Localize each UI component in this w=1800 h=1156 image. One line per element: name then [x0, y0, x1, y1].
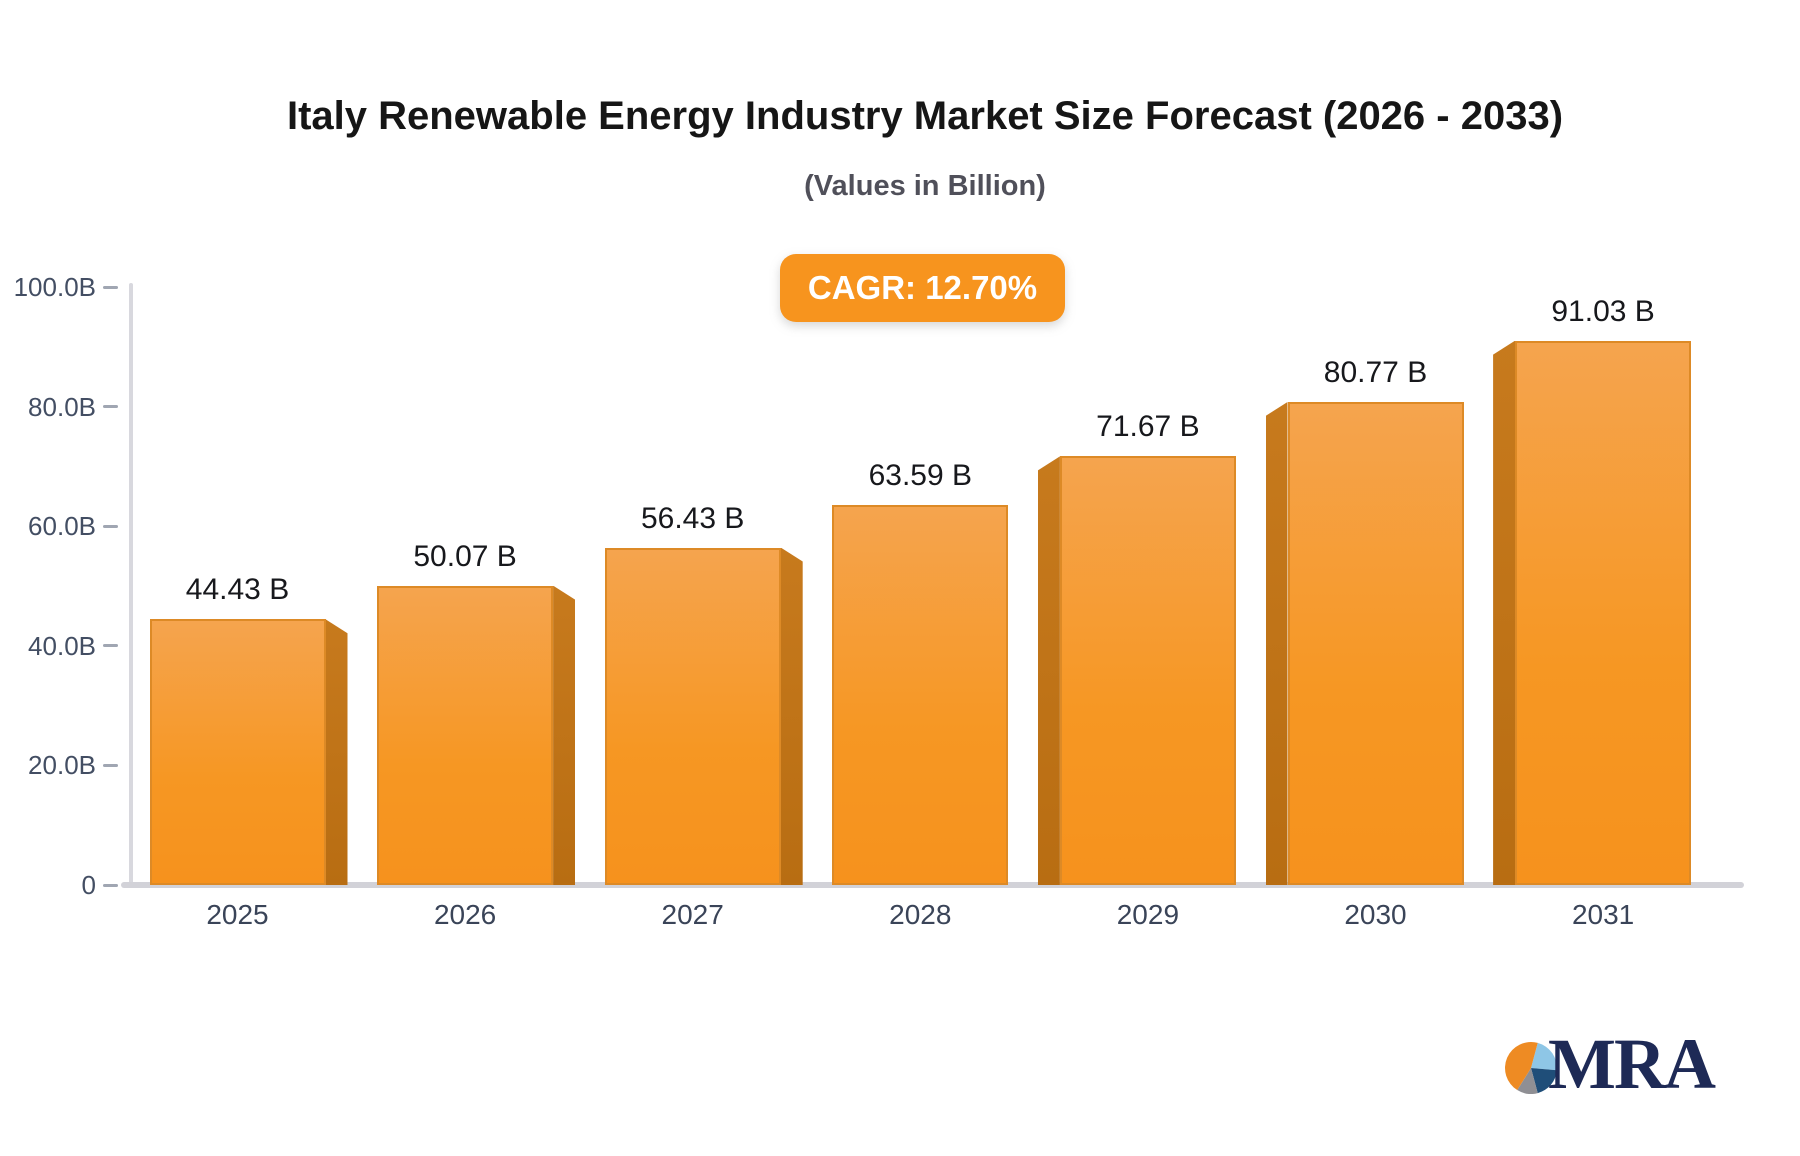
mra-logo: MRA: [1505, 1028, 1765, 1138]
bar-value-label: 71.67 B: [1096, 410, 1200, 444]
bar-side-face: [1493, 340, 1516, 885]
x-axis-label: 2026: [433, 899, 497, 930]
y-axis-tick: [103, 405, 118, 409]
x-axis-label: 2030: [1344, 899, 1407, 930]
y-axis-tick-label: 20.0B: [28, 750, 96, 781]
y-axis-tick-label: 60.0B: [28, 511, 96, 542]
y-axis-tick-label: 80.0B: [28, 391, 96, 422]
y-axis-line: [129, 283, 133, 888]
bar-value-label: 44.43 B: [185, 573, 290, 607]
bar: [377, 585, 554, 885]
bar: [149, 619, 326, 885]
x-axis-label: 2031: [1571, 899, 1635, 930]
x-axis-baseline: [121, 882, 1744, 888]
bar-value-label: 80.77 B: [1323, 355, 1428, 389]
logo-slice-navy: [1531, 1068, 1557, 1094]
bar-value-label: 50.07 B: [413, 539, 517, 573]
x-axis-label: 2029: [1116, 899, 1180, 930]
y-axis-tick-label: 100.0B: [13, 272, 96, 302]
logo-pie-icon: [1505, 1042, 1557, 1094]
logo-slice-gray: [1517, 1068, 1538, 1094]
bar-value-label: 56.43 B: [640, 501, 745, 535]
y-axis-tick: [103, 285, 118, 289]
x-axis-label: 2028: [889, 899, 952, 930]
logo-slice-orange: [1505, 1042, 1538, 1091]
x-axis-label: 2025: [206, 899, 269, 930]
x-axis-label: 2027: [661, 899, 724, 930]
bar-value-label: 63.59 B: [868, 458, 972, 492]
y-axis-tick: [103, 524, 118, 528]
y-axis-tick: [103, 763, 118, 767]
bar: [604, 547, 781, 885]
y-axis-tick: [103, 644, 118, 648]
bar-value-label: 91.03 B: [1551, 294, 1655, 328]
bar: [832, 504, 1009, 885]
y-axis-tick: [103, 883, 118, 887]
bar-side-face: [1037, 456, 1060, 885]
y-axis-tick-label: 40.0B: [28, 630, 96, 661]
bar-side-face: [553, 585, 576, 885]
bar-side-face: [780, 547, 803, 885]
chart-title: Italy Renewable Energy Industry Market S…: [286, 94, 1564, 138]
logo-wordmark: MRA: [1548, 1024, 1716, 1104]
logo-slice-lightblue: [1531, 1042, 1557, 1071]
bar: [1059, 456, 1236, 885]
bar: [1515, 340, 1692, 885]
bar-side-face: [325, 619, 348, 885]
bar-side-face: [1265, 401, 1288, 885]
chart-subtitle: (Values in Billion): [804, 170, 1046, 202]
y-axis-tick-label: 0: [81, 870, 96, 900]
bar: [1287, 401, 1464, 885]
cagr-badge: CAGR: 12.70%: [780, 254, 1065, 322]
